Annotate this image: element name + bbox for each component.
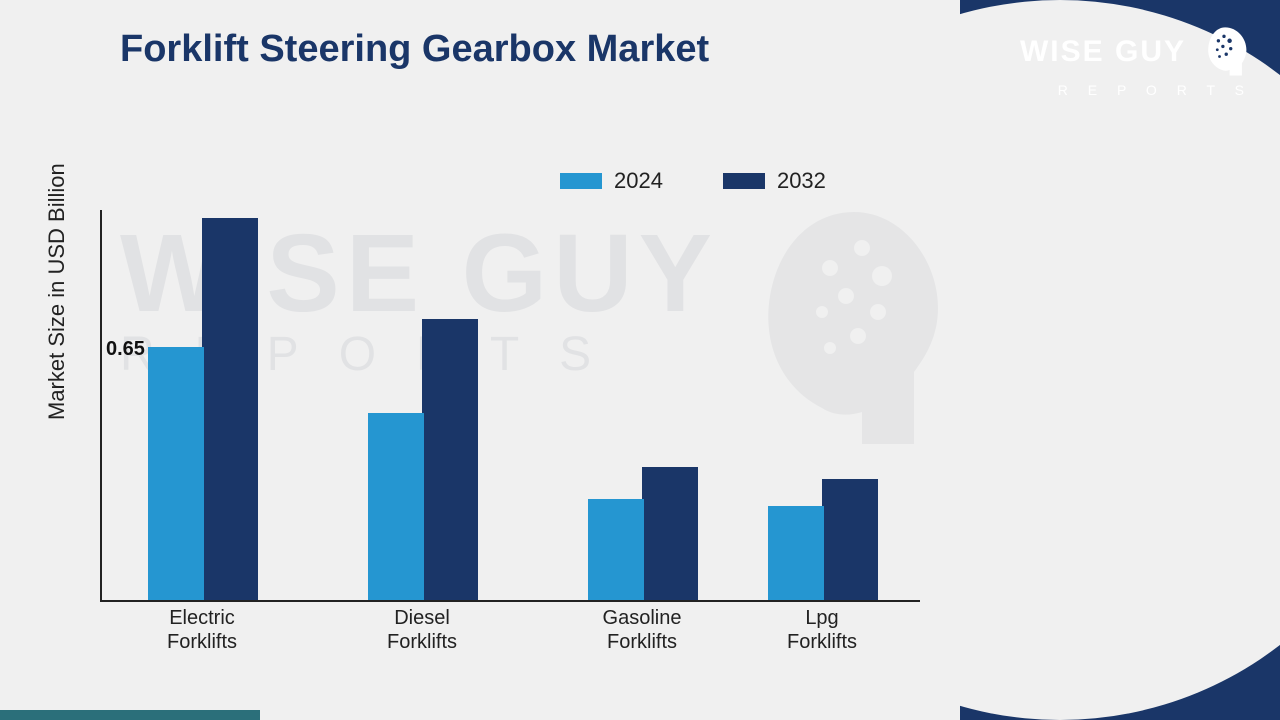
bar-2032-3 <box>822 479 878 600</box>
legend-label-2024: 2024 <box>614 168 663 194</box>
category-label-0: ElectricForklifts <box>112 606 292 654</box>
brand-block: WISE GUY R E P O R T S <box>1020 24 1252 98</box>
bar-2032-2 <box>642 467 698 600</box>
legend-swatch-2024 <box>560 173 602 189</box>
brand-name: WISE GUY <box>1020 35 1186 69</box>
bottom-accent-strip <box>0 710 260 720</box>
bar-2032-0 <box>202 218 258 600</box>
x-axis-line <box>100 600 920 602</box>
legend-item-2024: 2024 <box>560 168 663 194</box>
chart-canvas: WISE GUY R E P O R T S Forklift Steering… <box>0 0 1280 720</box>
brand-subtitle: R E P O R T S <box>1020 82 1252 98</box>
legend-item-2032: 2032 <box>723 168 826 194</box>
chart-title: Forklift Steering Gearbox Market <box>120 28 709 71</box>
brand-head-icon <box>1196 24 1252 80</box>
legend-label-2032: 2032 <box>777 168 826 194</box>
bar-2024-1 <box>368 413 424 600</box>
legend: 2024 2032 <box>560 168 826 194</box>
plot-area: 0.65 <box>100 210 920 600</box>
y-axis-label: Market Size in USD Billion <box>44 163 70 420</box>
bar-2024-2 <box>588 499 644 600</box>
category-label-2: GasolineForklifts <box>552 606 732 654</box>
bar-2032-1 <box>422 319 478 600</box>
value-label-0-0: 0.65 <box>106 338 145 361</box>
category-label-3: LpgForklifts <box>732 606 912 654</box>
bar-2024-0 <box>148 347 204 601</box>
legend-swatch-2032 <box>723 173 765 189</box>
chart-area: 0.65 ElectricForkliftsDieselForkliftsGas… <box>100 210 920 640</box>
bar-2024-3 <box>768 506 824 600</box>
category-label-1: DieselForklifts <box>332 606 512 654</box>
right-panel <box>960 0 1280 720</box>
